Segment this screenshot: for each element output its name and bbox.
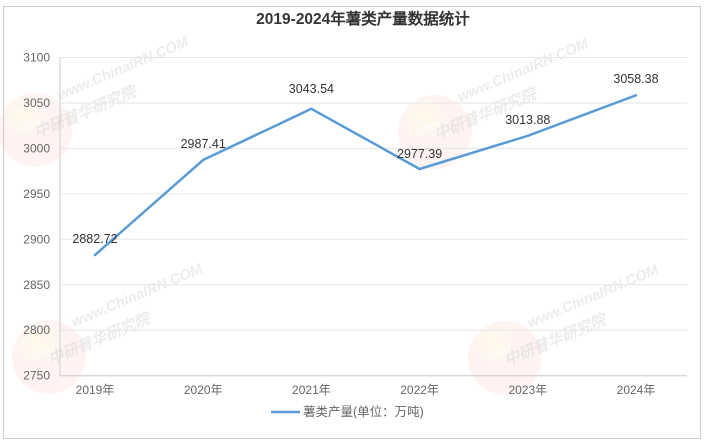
- svg-text:2019-2024年薯类产量数据统计: 2019-2024年薯类产量数据统计: [256, 9, 470, 28]
- svg-text:2021年: 2021年: [292, 383, 331, 397]
- svg-text:2900: 2900: [23, 232, 50, 246]
- svg-text:2023年: 2023年: [508, 383, 547, 397]
- svg-text:3050: 3050: [23, 96, 50, 110]
- svg-text:薯类产量(单位：万吨): 薯类产量(单位：万吨): [303, 404, 424, 419]
- svg-text:3100: 3100: [23, 51, 50, 65]
- svg-text:2750: 2750: [23, 369, 50, 383]
- svg-text:2882.72: 2882.72: [72, 232, 117, 246]
- svg-text:2020年: 2020年: [184, 383, 223, 397]
- svg-text:3000: 3000: [23, 141, 50, 155]
- svg-text:2024年: 2024年: [617, 383, 656, 397]
- svg-text:2987.41: 2987.41: [181, 137, 226, 151]
- svg-text:2019年: 2019年: [76, 383, 115, 397]
- svg-text:3013.88: 3013.88: [505, 113, 550, 127]
- svg-text:2800: 2800: [23, 323, 50, 337]
- svg-text:2022年: 2022年: [400, 383, 439, 397]
- svg-text:2977.39: 2977.39: [397, 147, 442, 161]
- svg-text:2950: 2950: [23, 187, 50, 201]
- svg-text:3043.54: 3043.54: [289, 82, 334, 96]
- svg-text:3058.38: 3058.38: [613, 72, 658, 86]
- svg-text:2850: 2850: [23, 278, 50, 292]
